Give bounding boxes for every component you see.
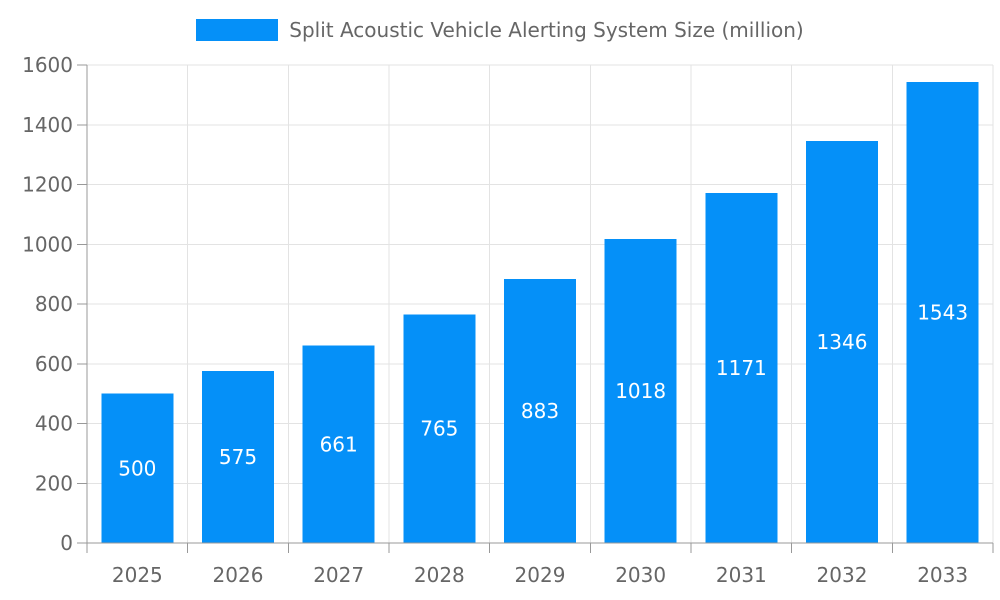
bar-value-label: 883 — [521, 399, 559, 423]
bar-2029 — [504, 279, 576, 543]
x-tick-label: 2026 — [213, 563, 264, 587]
bar-2025 — [101, 393, 174, 543]
y-tick-label: 1400 — [22, 113, 73, 137]
bar-2032 — [806, 140, 878, 543]
x-tick-label: 2031 — [716, 563, 767, 587]
bar-2030 — [604, 238, 677, 543]
y-tick-label: 400 — [35, 412, 73, 436]
bar-2031 — [705, 193, 778, 543]
x-tick-label: 2029 — [515, 563, 566, 587]
bar-2028 — [403, 314, 476, 543]
bar-2033 — [906, 82, 979, 543]
x-tick-label: 2027 — [313, 563, 364, 587]
x-tick-label: 2025 — [112, 563, 163, 587]
bar-value-label: 661 — [320, 432, 358, 456]
x-tick-label: 2033 — [917, 563, 968, 587]
x-tick-label: 2032 — [817, 563, 868, 587]
y-tick-label: 0 — [60, 531, 73, 555]
bar-value-label: 1346 — [817, 330, 868, 354]
bar-2027 — [302, 345, 375, 543]
x-tick-label: 2030 — [615, 563, 666, 587]
y-tick-label: 1200 — [22, 173, 73, 197]
y-tick-label: 800 — [35, 292, 73, 316]
bar-value-label: 765 — [420, 417, 458, 441]
bar-value-label: 1018 — [615, 379, 666, 403]
y-tick-label: 1600 — [22, 53, 73, 77]
bar-value-label: 575 — [219, 445, 257, 469]
bar-value-label: 1543 — [917, 301, 968, 325]
bar-value-label: 500 — [118, 456, 156, 480]
x-tick-label: 2028 — [414, 563, 465, 587]
bar-2026 — [202, 371, 274, 543]
bar-value-label: 1171 — [716, 356, 767, 380]
y-tick-label: 200 — [35, 471, 73, 495]
y-tick-label: 1000 — [22, 232, 73, 256]
y-tick-label: 600 — [35, 352, 73, 376]
